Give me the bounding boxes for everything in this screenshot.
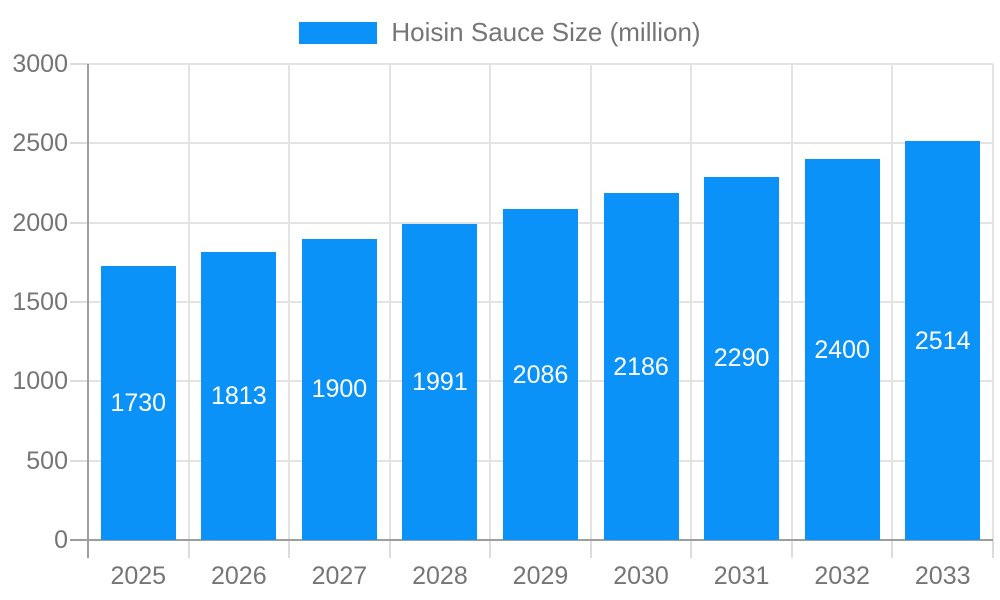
bar-value-label: 2400 (814, 335, 870, 364)
x-tick-label: 2027 (311, 562, 368, 590)
legend[interactable]: Hoisin Sauce Size (million) (0, 17, 1000, 48)
y-axis-line (87, 64, 89, 558)
x-gridline (489, 64, 492, 540)
bar (704, 176, 780, 540)
bar (100, 265, 176, 540)
x-axis-tick (187, 540, 190, 558)
legend-swatch (299, 21, 378, 44)
y-axis-tick (70, 63, 88, 65)
x-axis-tick (891, 540, 894, 558)
x-axis-tick (489, 540, 492, 558)
bar-value-label: 2290 (713, 344, 770, 373)
x-tick-label: 2029 (512, 562, 569, 590)
bar (603, 193, 679, 540)
y-axis-tick (70, 221, 88, 224)
bar-value-label: 2086 (512, 360, 569, 389)
y-tick-label: 0 (54, 526, 68, 554)
y-axis-tick (70, 380, 88, 383)
x-gridline (388, 64, 391, 540)
x-gridline (891, 64, 894, 540)
bar-value-label: 1991 (412, 368, 468, 397)
x-tick-label: 2026 (211, 562, 267, 590)
x-tick-label: 2028 (412, 562, 468, 590)
x-gridline (288, 64, 291, 540)
bar (402, 224, 478, 540)
x-gridline (187, 64, 190, 540)
bar (201, 252, 277, 540)
x-axis-tick (589, 540, 592, 558)
bar (301, 238, 377, 540)
x-gridline (790, 64, 793, 540)
bar-value-label: 1730 (110, 388, 167, 417)
x-tick-label: 2025 (110, 562, 167, 590)
x-tick-label: 2030 (613, 562, 669, 590)
y-tick-label: 3000 (12, 50, 68, 78)
y-tick-label: 2000 (12, 208, 68, 237)
x-tick-label: 2031 (713, 562, 770, 590)
x-axis-tick (288, 540, 291, 558)
x-gridline (690, 64, 693, 540)
y-tick-label: 1000 (12, 367, 68, 396)
y-axis-tick (70, 301, 88, 303)
x-axis-tick (992, 540, 994, 558)
y-gridline (88, 142, 993, 145)
legend-label: Hoisin Sauce Size (million) (391, 17, 701, 47)
x-axis-tick (790, 540, 793, 558)
bar (804, 159, 880, 540)
bar (905, 141, 981, 540)
bar (503, 209, 578, 540)
y-tick-label: 2500 (12, 129, 68, 158)
y-tick-label: 1500 (12, 288, 68, 316)
x-axis-line (70, 539, 993, 541)
y-axis-tick (70, 459, 88, 462)
x-tick-label: 2033 (914, 562, 971, 590)
x-gridline (992, 64, 994, 540)
bar-value-label: 2186 (613, 352, 669, 381)
x-gridline (589, 64, 592, 540)
x-axis-tick (388, 540, 391, 558)
y-axis-tick (70, 142, 88, 145)
x-axis-tick (690, 540, 693, 558)
bar-value-label: 1900 (311, 375, 368, 404)
bar-value-label: 2514 (914, 326, 971, 355)
y-gridline (88, 63, 993, 65)
x-tick-label: 2032 (814, 562, 870, 590)
y-tick-label: 500 (26, 446, 68, 475)
bar-value-label: 1813 (211, 382, 267, 411)
